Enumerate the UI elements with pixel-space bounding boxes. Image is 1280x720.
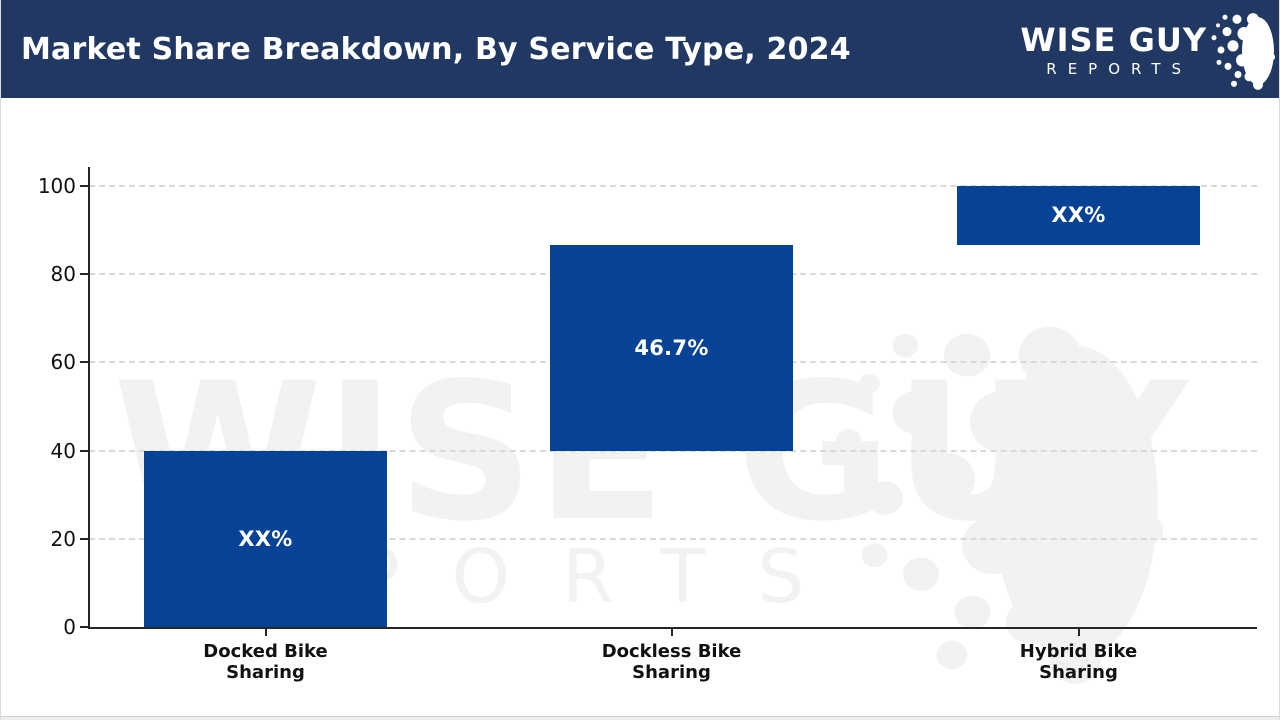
x-tick-3 (1077, 629, 1080, 636)
y-tick-60 (80, 361, 88, 364)
chart-area: WISE GUY REPORTS 0 20 40 60 80 100 XX% Docked B… (1, 98, 1279, 720)
x-tick-1 (264, 629, 267, 636)
x-axis-line (88, 627, 1257, 629)
y-tick-label: 100 (37, 174, 76, 198)
bar-value-label: XX% (1051, 203, 1106, 228)
x-category-label-line: Hybrid Bike (1019, 641, 1138, 662)
y-tick-label: 20 (50, 526, 76, 551)
x-category-label-line: Sharing (226, 662, 305, 683)
y-tick-label: 60 (50, 350, 76, 375)
y-tick-40 (80, 449, 88, 452)
y-axis-line (88, 167, 90, 629)
gridline-40 (89, 449, 1257, 452)
y-tick-20 (80, 537, 88, 540)
logo-wordmark: WISE GUY (1020, 21, 1207, 59)
y-tick-80 (80, 273, 88, 276)
bar-value-label: 46.7% (634, 335, 709, 360)
y-tick-label: 40 (50, 438, 76, 463)
logo-subtitle: REPORTS (1046, 60, 1193, 78)
x-category-label-line: Sharing (1039, 662, 1118, 683)
x-category-label-line: Sharing (632, 662, 711, 683)
bar-3: XX% (957, 186, 1200, 245)
x-category-label-line: Docked Bike (203, 641, 328, 662)
page-title: Market Share Breakdown, By Service Type,… (21, 31, 851, 67)
x-category-label-line: Dockless Bike (601, 641, 742, 662)
gridline-100 (89, 185, 1257, 187)
bottom-border (1, 716, 1279, 720)
wiseguy-logo-text: WISE GUY REPORTS (1020, 22, 1207, 78)
y-tick-100 (80, 185, 88, 187)
y-tick-0 (80, 626, 88, 628)
gridline-20 (89, 537, 1257, 540)
bar-1: XX% (144, 450, 387, 627)
wiseguy-logo: WISE GUY REPORTS (1020, 4, 1275, 96)
bar-2: 46.7% (550, 244, 793, 451)
watermark-face-icon (835, 326, 1163, 684)
header-bar: Market Share Breakdown, By Service Type,… (1, 0, 1279, 98)
x-category-label: Dockless Bike Sharing (550, 641, 793, 683)
x-category-label: Docked Bike Sharing (144, 641, 387, 683)
x-category-label: Hybrid Bike Sharing (957, 641, 1200, 683)
y-tick-label: 0 (63, 615, 76, 639)
y-tick-label: 80 (50, 262, 76, 287)
x-tick-2 (670, 629, 673, 636)
wiseguy-face-logo-icon (1211, 13, 1275, 90)
bar-chart: 0 20 40 60 80 100 XX% Docked Bike Sharing 46.7% Do… (1, 98, 1279, 720)
bar-value-label: XX% (238, 526, 293, 551)
